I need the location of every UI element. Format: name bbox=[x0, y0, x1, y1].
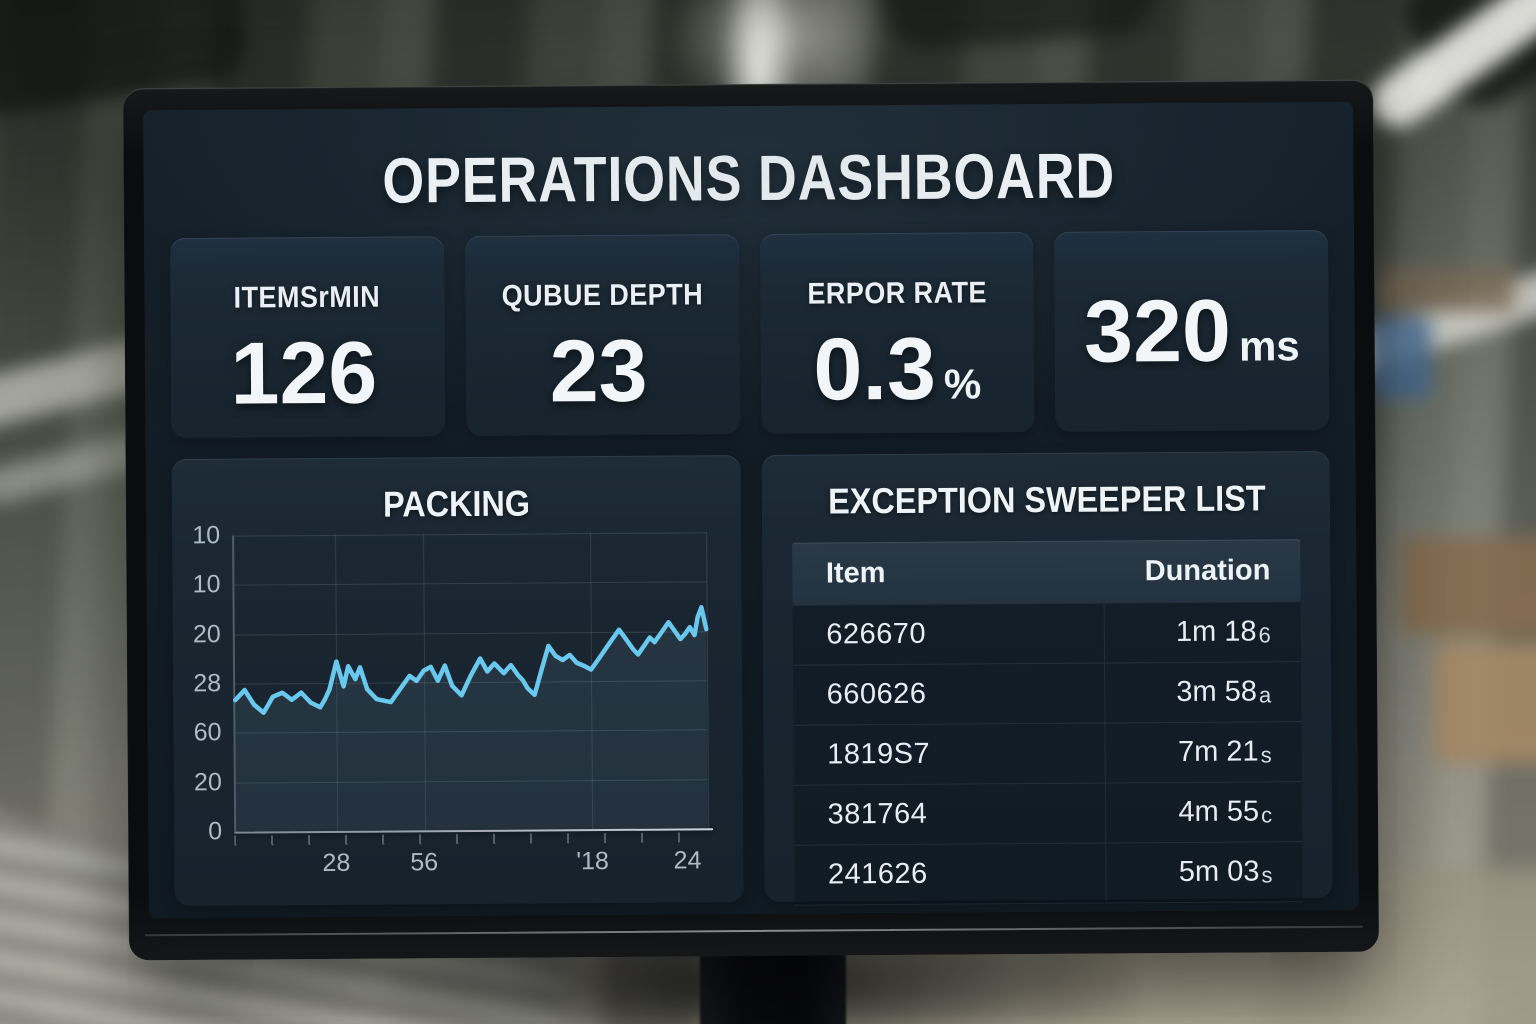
table-row: 626670 1m 18 6 bbox=[792, 601, 1301, 665]
column-header-item: Item bbox=[825, 556, 886, 589]
table-row: 241626 5m 03 s bbox=[793, 841, 1303, 906]
duration-cell: 3m 58 a bbox=[1104, 662, 1302, 723]
kpi-value: 126 bbox=[230, 322, 378, 423]
kpi-card-queue-depth: QUBUE DEPTH 23 bbox=[464, 234, 740, 436]
item-id: 241626 bbox=[827, 857, 928, 891]
bezel-highlight-line bbox=[144, 925, 1363, 937]
x-axis-ticks bbox=[234, 832, 709, 846]
kpi-card-error-rate: ERPOR RATE 0.3 % bbox=[759, 232, 1035, 434]
x-tick: 24 bbox=[673, 846, 702, 875]
lower-row: PACKING 10 10 20 28 60 20 0 bbox=[146, 450, 1359, 907]
kpi-label: ERPOR RATE bbox=[806, 276, 987, 311]
kpi-value: 0.3 bbox=[813, 318, 937, 419]
chart-title: PACKING bbox=[382, 482, 530, 525]
duration-value: 3m 58 bbox=[1176, 675, 1258, 709]
cardboard-box-blur-2 bbox=[1433, 643, 1536, 764]
y-tick: 28 bbox=[193, 669, 222, 698]
table-row: 1819S7 7m 21 s bbox=[792, 721, 1302, 785]
duration-value: 1m 18 bbox=[1175, 615, 1257, 649]
table-title: EXCEPTION SWEEPER LIST bbox=[827, 477, 1266, 522]
column-header-duration: Dunation bbox=[1144, 553, 1271, 587]
duration-suffix: a bbox=[1258, 681, 1272, 707]
duration-value: 4m 55 bbox=[1178, 795, 1260, 829]
duration-cell: 1m 18 6 bbox=[1103, 602, 1301, 663]
duration-value: 7m 21 bbox=[1177, 735, 1259, 769]
table-header-row: Item Dunation bbox=[791, 539, 1301, 605]
exception-table: Item Dunation 626670 1m 18 6 660626 3m 58… bbox=[791, 539, 1303, 906]
kpi-label: QUBUE DEPTH bbox=[501, 278, 703, 313]
table-row: 381764 4m 55 c bbox=[793, 781, 1303, 845]
item-id: 1819S7 bbox=[827, 737, 931, 771]
duration-suffix: s bbox=[1261, 861, 1273, 887]
duration-suffix: c bbox=[1260, 801, 1273, 827]
kpi-value: 23 bbox=[549, 320, 648, 421]
packing-chart-panel: PACKING 10 10 20 28 60 20 0 bbox=[171, 455, 744, 907]
dashboard-screen: OPERATIONS DASHBOARD ITEMSrMIN 126 QUBUE… bbox=[143, 101, 1359, 919]
kpi-card-items-per-min: ITEMSrMIN 126 bbox=[170, 236, 446, 439]
y-tick: 20 bbox=[193, 767, 222, 797]
x-tick: '18 bbox=[576, 847, 610, 876]
kpi-card-latency: 320 ms bbox=[1054, 229, 1330, 432]
x-tick: 56 bbox=[410, 848, 439, 877]
page-title: OPERATIONS DASHBOARD bbox=[382, 139, 1116, 217]
line-chart-svg bbox=[234, 532, 708, 832]
item-id: 381764 bbox=[827, 797, 928, 831]
duration-suffix: s bbox=[1260, 741, 1272, 767]
kpi-value: 320 bbox=[1083, 280, 1232, 381]
item-id: 626670 bbox=[826, 617, 927, 651]
kpi-label: ITEMSrMIN bbox=[233, 280, 381, 315]
y-tick: 0 bbox=[208, 817, 223, 846]
exception-sweeper-panel: EXCEPTION SWEEPER LIST Item Dunation 626… bbox=[761, 450, 1333, 906]
duration-suffix: 6 bbox=[1258, 621, 1271, 647]
duration-cell: 4m 55 c bbox=[1104, 782, 1303, 843]
x-axis-labels: 28 56 '18 24 bbox=[186, 527, 710, 877]
kpi-unit: ms bbox=[1238, 322, 1300, 370]
duration-cell: 5m 03 s bbox=[1105, 842, 1303, 903]
y-axis-labels: 10 10 20 28 60 20 0 bbox=[186, 521, 228, 845]
plot-area bbox=[232, 532, 709, 832]
packing-line-chart: 10 10 20 28 60 20 0 bbox=[186, 521, 713, 906]
x-tick: 28 bbox=[322, 848, 351, 877]
item-id: 660626 bbox=[826, 677, 927, 711]
kpi-unit: % bbox=[943, 360, 982, 408]
table-row: 660626 3m 58 a bbox=[792, 661, 1302, 725]
blue-bin-blur bbox=[1371, 316, 1432, 400]
duration-value: 5m 03 bbox=[1178, 855, 1260, 889]
y-tick: 10 bbox=[192, 521, 221, 550]
kpi-row: ITEMSrMIN 126 QUBUE DEPTH 23 ERPOR RATE bbox=[144, 229, 1355, 439]
shelf-box-blur bbox=[1379, 268, 1515, 313]
duration-cell: 7m 21 s bbox=[1104, 722, 1302, 783]
y-tick: 10 bbox=[192, 570, 221, 599]
y-tick: 60 bbox=[193, 718, 222, 747]
cardboard-box-blur bbox=[1400, 536, 1536, 635]
monitor: OPERATIONS DASHBOARD ITEMSrMIN 126 QUBUE… bbox=[122, 79, 1380, 961]
y-tick: 20 bbox=[192, 619, 221, 649]
